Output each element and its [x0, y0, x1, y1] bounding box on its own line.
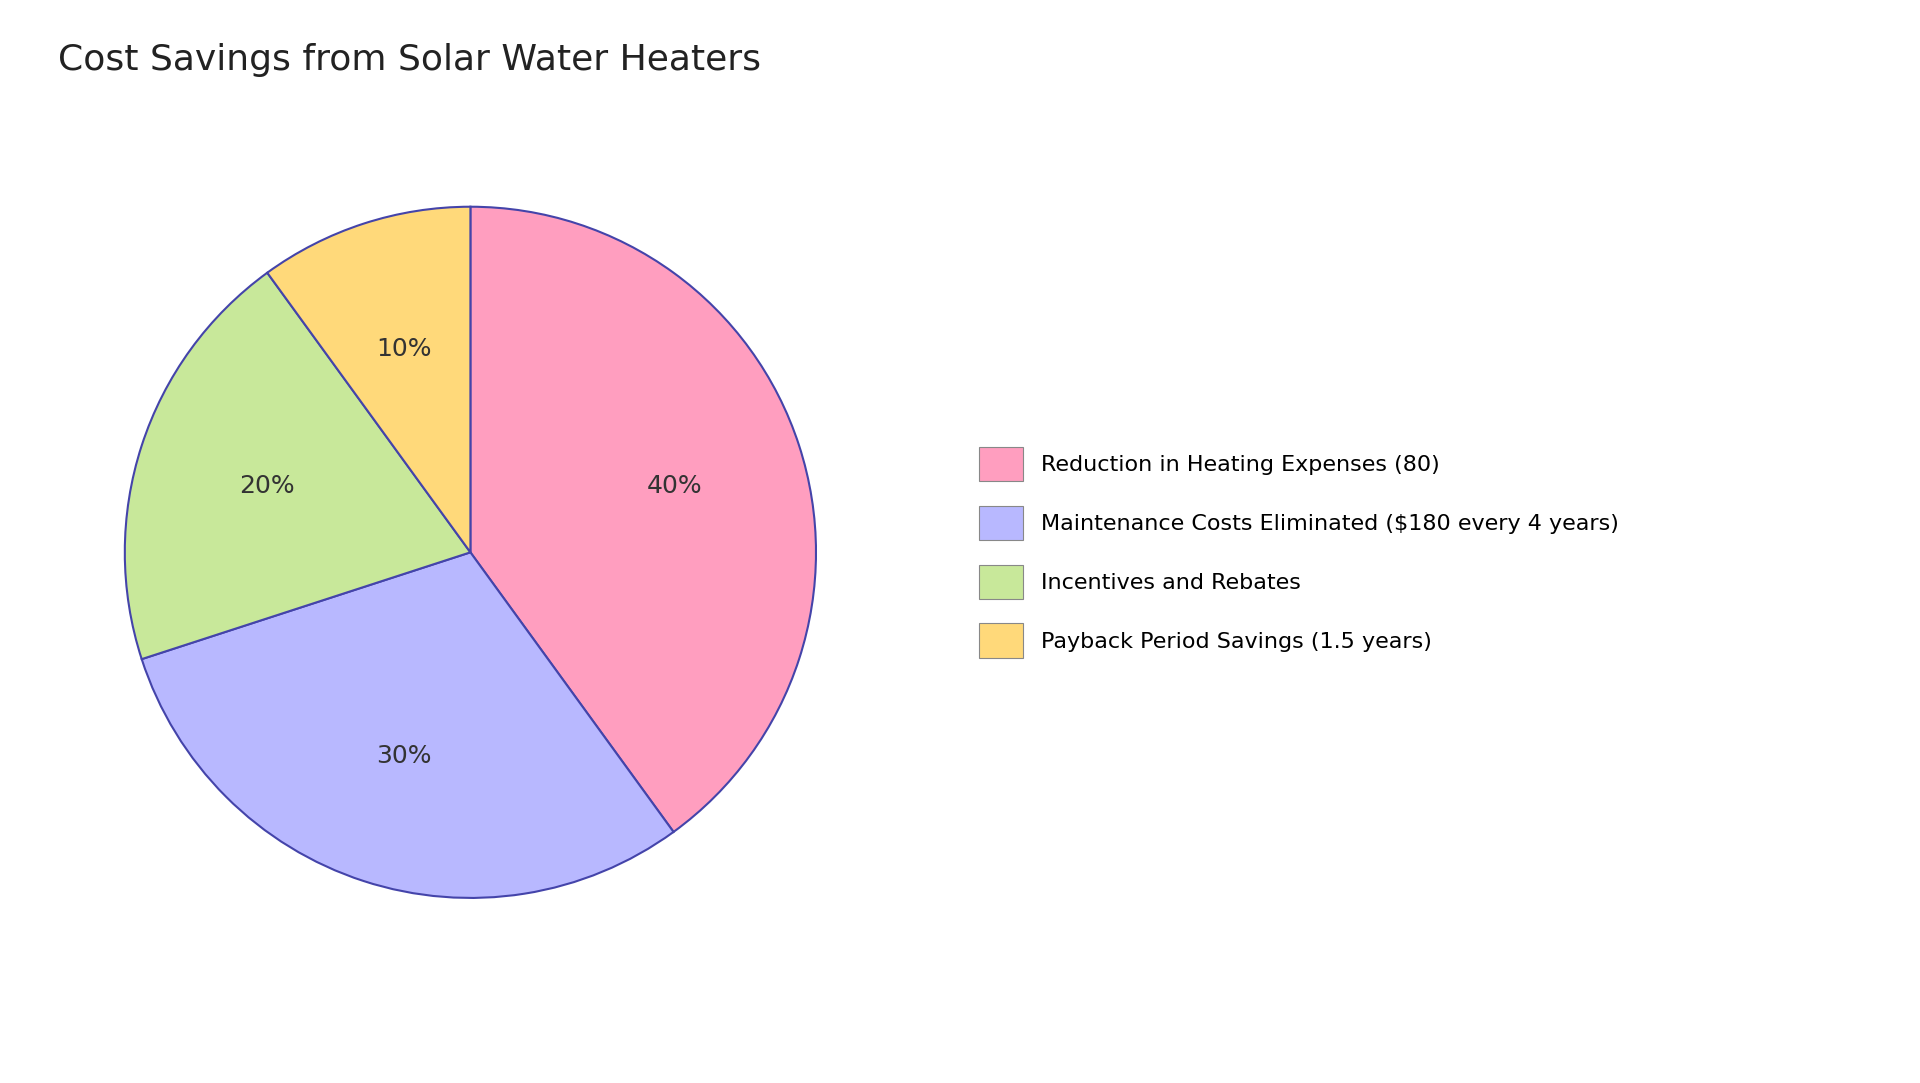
Text: Cost Savings from Solar Water Heaters: Cost Savings from Solar Water Heaters [58, 43, 760, 77]
Text: 10%: 10% [376, 337, 432, 361]
Wedge shape [470, 207, 816, 832]
Text: 20%: 20% [238, 474, 294, 498]
Wedge shape [142, 552, 674, 898]
Wedge shape [267, 207, 470, 552]
Text: 30%: 30% [376, 744, 432, 768]
Wedge shape [125, 273, 470, 660]
Text: 40%: 40% [647, 474, 703, 498]
Legend: Reduction in Heating Expenses (80), Maintenance Costs Eliminated ($180 every 4 y: Reduction in Heating Expenses (80), Main… [956, 425, 1642, 680]
